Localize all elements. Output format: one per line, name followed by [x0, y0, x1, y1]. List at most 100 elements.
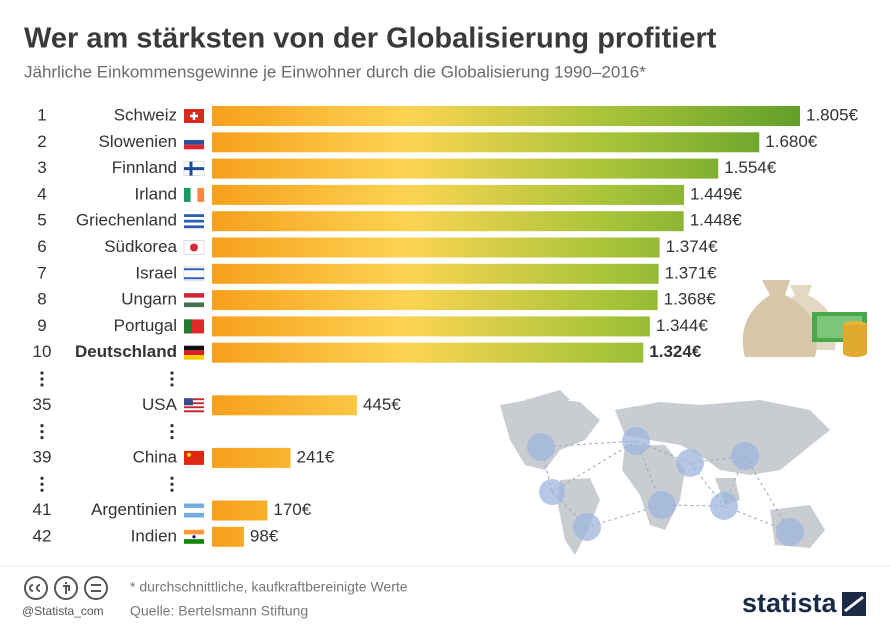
ellipsis-dot	[170, 377, 174, 381]
flag	[184, 404, 204, 407]
chart-subtitle: Jährliche Einkommensgewinne je Einwohner…	[24, 62, 646, 81]
flag	[190, 243, 198, 252]
bar	[212, 395, 357, 416]
flag	[184, 293, 204, 298]
category-label: Israel	[135, 263, 177, 282]
category-label: Deutschland	[75, 342, 177, 361]
flag	[184, 408, 204, 411]
flag	[184, 214, 204, 217]
flag-icon	[184, 187, 204, 202]
category-label: Slowenien	[99, 132, 177, 151]
ellipsis-dot	[40, 482, 44, 486]
category-label: Finnland	[112, 158, 177, 177]
ellipsis-dot	[170, 383, 174, 387]
ellipsis-dot	[170, 424, 174, 428]
value-label: 1.374€	[666, 237, 719, 256]
flag-icon	[184, 135, 204, 150]
ellipsis-dot	[170, 476, 174, 480]
flag	[184, 355, 204, 360]
ellipsis-dot	[40, 383, 44, 387]
category-label: Südkorea	[104, 237, 177, 256]
flag-icon	[184, 319, 204, 334]
bar	[212, 132, 760, 153]
flag	[184, 302, 204, 308]
bar	[212, 263, 659, 284]
ellipsis-dot	[170, 371, 174, 375]
value-label: 445€	[363, 395, 401, 414]
category-label: Portugal	[114, 316, 177, 335]
flag	[184, 268, 204, 280]
flag	[190, 187, 198, 202]
flag	[197, 187, 204, 202]
bar	[212, 184, 685, 205]
flag-icon	[184, 293, 204, 308]
ellipsis-dot	[40, 377, 44, 381]
bar	[212, 500, 268, 521]
bar	[212, 290, 658, 311]
footnote: * durchschnittliche, kaufkraftbereinigte…	[130, 579, 408, 595]
flag	[184, 139, 204, 145]
category-label: Irland	[134, 184, 177, 203]
flag	[184, 503, 204, 509]
handle: @Statista_com	[22, 604, 104, 618]
flag	[184, 350, 204, 356]
value-label: 241€	[297, 447, 335, 466]
flag	[184, 161, 204, 176]
category-label: Ungarn	[121, 290, 177, 309]
flag	[184, 539, 204, 544]
rank: 2	[37, 132, 46, 151]
bar	[212, 526, 244, 547]
bar	[212, 342, 644, 363]
bar	[212, 158, 719, 179]
rank: 9	[37, 316, 46, 335]
flag	[184, 410, 204, 413]
flag-icon	[183, 240, 205, 255]
flag	[184, 297, 204, 303]
flag	[184, 402, 204, 405]
ellipsis-dot	[170, 430, 174, 434]
bar	[212, 106, 800, 126]
rank: 42	[33, 526, 52, 545]
ellipsis-dot	[170, 482, 174, 486]
license-icons	[24, 576, 108, 600]
bar	[212, 211, 684, 232]
value-label: 1.324€	[649, 342, 702, 361]
flag-icon	[184, 214, 204, 229]
ellipsis-dot	[170, 436, 174, 440]
flag-icon	[183, 161, 205, 177]
rank: 3	[37, 158, 46, 177]
flag	[184, 450, 204, 465]
rank: 6	[37, 237, 46, 256]
value-label: 1.344€	[656, 316, 709, 335]
rank: 35	[33, 395, 52, 414]
ellipsis-dot	[40, 430, 44, 434]
flag	[184, 135, 204, 140]
value-label: 1.554€	[724, 158, 777, 177]
brand: statista	[742, 588, 838, 618]
flag-icon	[184, 450, 204, 465]
value-label: 1.371€	[665, 263, 718, 282]
ellipsis-dot	[40, 436, 44, 440]
value-label: 170€	[273, 500, 311, 519]
rank: 7	[37, 263, 46, 282]
rank: 10	[33, 342, 52, 361]
value-label: 1.680€	[765, 132, 818, 151]
flag	[184, 217, 204, 220]
rank: 5	[37, 211, 46, 230]
category-label: Schweiz	[114, 105, 177, 124]
category-label: USA	[142, 395, 178, 414]
flag	[184, 345, 204, 351]
flag	[190, 112, 198, 120]
rank: 41	[33, 500, 52, 519]
flag	[184, 512, 204, 518]
flag	[184, 187, 191, 202]
value-label: 98€	[250, 526, 279, 545]
flag	[184, 508, 204, 513]
money-illustration	[742, 280, 867, 357]
map-hubs	[527, 427, 804, 546]
flag	[184, 219, 204, 223]
ellipsis-dot	[40, 476, 44, 480]
flag-icon	[184, 529, 204, 544]
flag	[184, 400, 204, 403]
